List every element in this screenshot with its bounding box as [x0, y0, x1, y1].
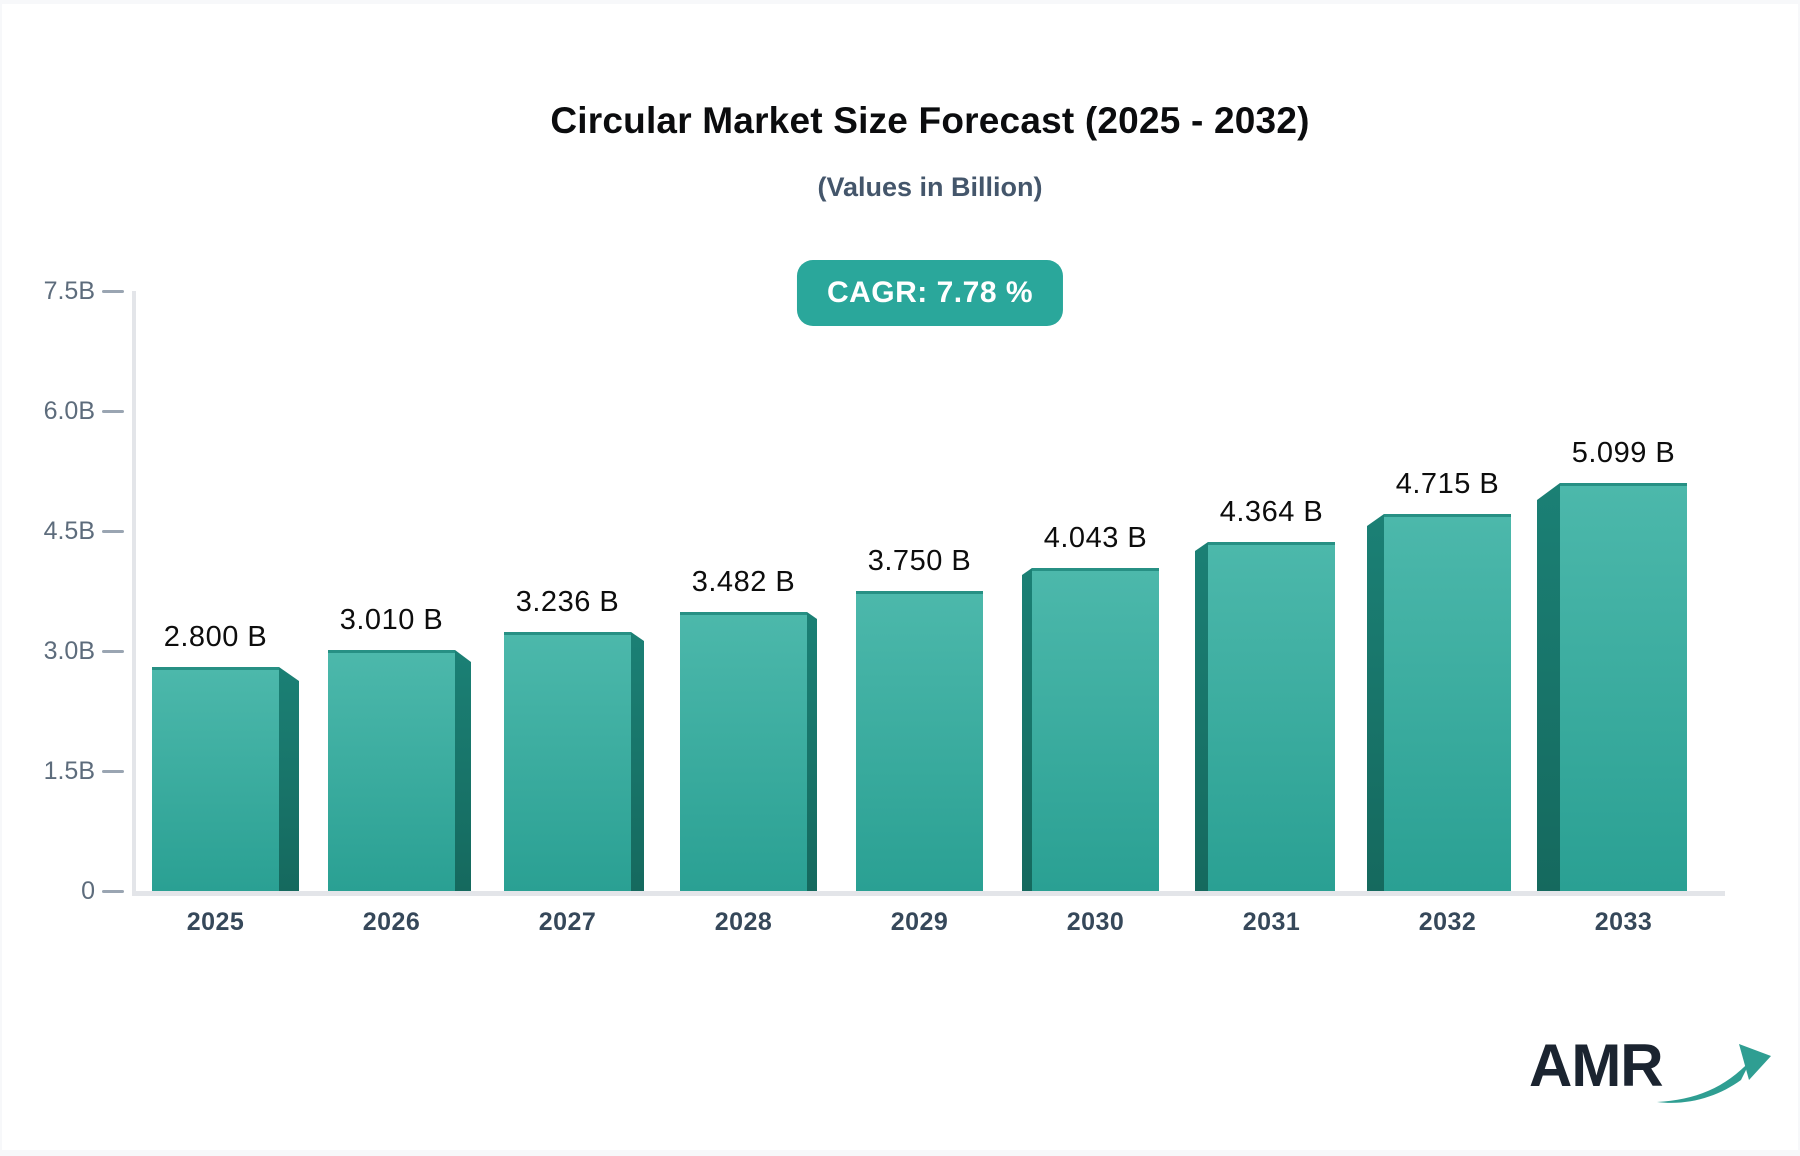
y-tick-label: 0	[81, 877, 95, 905]
bar-value-label: 4.715 B	[1395, 468, 1500, 500]
bar-value-label: 5.099 B	[1571, 437, 1676, 469]
bar-side-2032	[1367, 514, 1384, 891]
cagr-badge: CAGR: 7.78 %	[796, 260, 1064, 326]
x-tick-label-2027: 2027	[538, 908, 597, 936]
x-tick-label-2030: 2030	[1066, 908, 1125, 936]
chart-title: Circular Market Size Forecast (2025 - 20…	[550, 100, 1310, 141]
y-tick-dash	[102, 770, 124, 773]
bar-2032	[1384, 514, 1511, 891]
bar-2030	[1032, 568, 1159, 891]
chart-subtitle: (Values in Billion)	[817, 172, 1043, 202]
y-tick-label: 1.5B	[43, 757, 95, 785]
bar-side-2028	[807, 612, 817, 891]
y-tick-dash	[102, 410, 124, 413]
bar-value-label: 3.482 B	[691, 566, 796, 598]
x-tick-label-2028: 2028	[714, 908, 773, 936]
bar-2025	[152, 667, 279, 891]
amr-logo-text: AMR	[1529, 1032, 1664, 1099]
y-tick-dash	[102, 290, 124, 293]
bar-2033	[1560, 483, 1687, 891]
bar-2029	[856, 591, 983, 891]
bar-2027	[504, 632, 631, 891]
bar-side-2031	[1195, 542, 1208, 891]
bar-value-label: 4.043 B	[1043, 522, 1148, 554]
y-tick-label: 3.0B	[43, 637, 95, 665]
bar-side-2030	[1022, 568, 1032, 891]
x-tick-label-2032: 2032	[1418, 908, 1477, 936]
bar-value-label: 4.364 B	[1219, 496, 1324, 528]
bar-2028	[680, 612, 807, 891]
bar-2026	[328, 650, 455, 891]
bar-side-2033	[1537, 483, 1560, 891]
x-axis-line	[132, 891, 1725, 896]
x-tick-label-2031: 2031	[1242, 908, 1301, 936]
amr-logo: AMR	[1529, 1034, 1775, 1114]
bar-value-label: 3.010 B	[339, 604, 444, 636]
bar-2031	[1208, 542, 1335, 891]
x-tick-label-2029: 2029	[890, 908, 949, 936]
x-tick-label-2033: 2033	[1594, 908, 1653, 936]
x-tick-label-2025: 2025	[186, 908, 245, 936]
y-axis-line	[132, 291, 136, 895]
bar-value-label: 2.800 B	[163, 621, 268, 653]
x-tick-label-2026: 2026	[362, 908, 421, 936]
bar-side-2025	[279, 667, 299, 891]
y-tick-label: 6.0B	[43, 397, 95, 425]
bar-side-2027	[631, 632, 644, 891]
y-tick-label: 4.5B	[43, 517, 95, 545]
y-tick-dash	[102, 530, 124, 533]
y-tick-dash	[102, 890, 124, 893]
bar-value-label: 3.236 B	[515, 586, 620, 618]
bar-side-2026	[455, 650, 471, 891]
y-tick-dash	[102, 650, 124, 653]
y-tick-label: 7.5B	[43, 277, 95, 305]
growth-arrow-icon	[1656, 1044, 1771, 1103]
bar-value-label: 3.750 B	[867, 545, 972, 577]
